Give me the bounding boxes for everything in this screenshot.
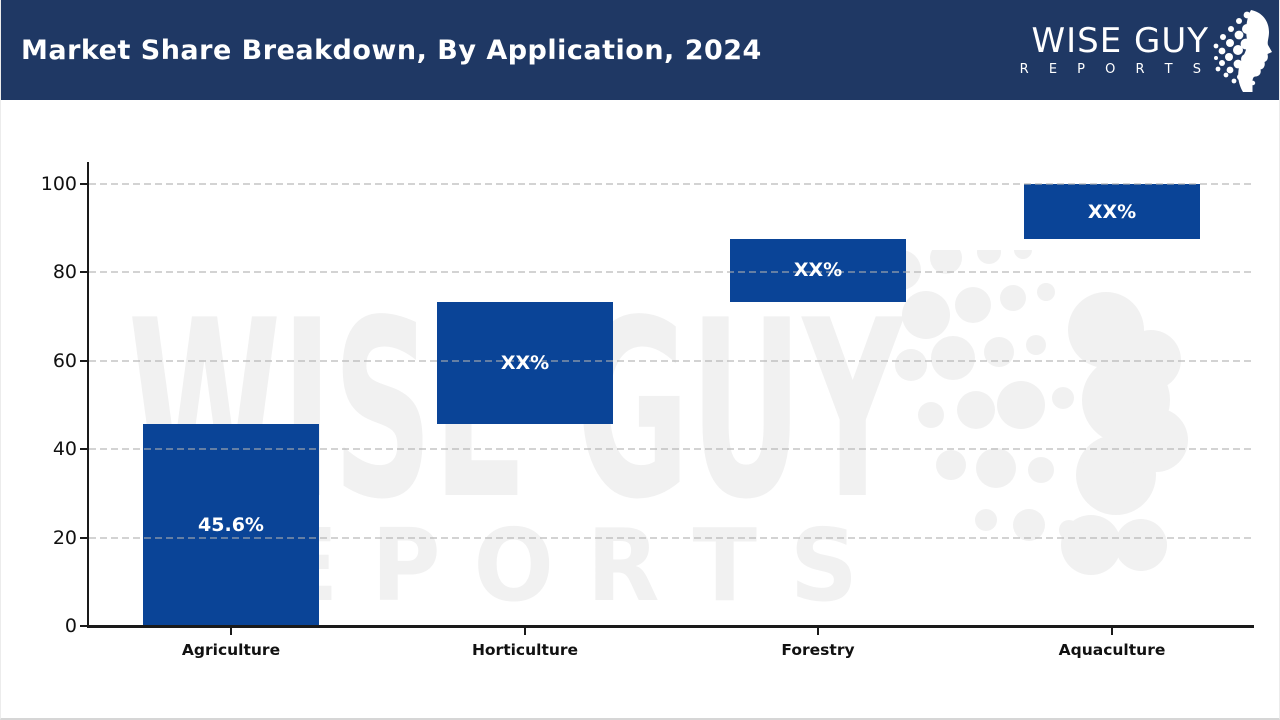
logo-wordmark: WISE GUY [1031,21,1209,61]
gridline-100 [89,183,1254,185]
bar-value-label: 45.6% [198,514,264,537]
bar-horticulture [437,301,613,425]
y-tick-label: 100 [40,173,77,195]
y-tickmark [80,448,89,451]
y-axis-spine [87,162,89,628]
gridline-80 [89,271,1254,274]
bar-aquaculture [1024,184,1200,240]
gridline-20 [89,536,1254,539]
bar-agriculture [143,424,319,626]
x-tick-label-aquaculture: Aquaculture [1058,641,1166,659]
x-tickmark [524,627,526,635]
page-title: Market Share Breakdown, By Application, … [21,34,762,66]
wise-guy-reports-logo: WISE GUY R E P O R T S [1020,6,1273,94]
x-tick-label-horticulture: Horticulture [471,641,579,659]
x-axis-spine [87,625,1254,628]
y-tick-label: 20 [52,526,77,549]
y-tick-label: 0 [64,615,77,637]
bar-value-label: XX% [500,352,550,374]
y-tickmark [80,359,89,362]
x-tick-label-forestry: Forestry [781,641,855,659]
gridline-60 [89,359,1254,362]
logo-head-icon [1213,10,1272,92]
y-tick-label: 80 [52,261,77,284]
header-bar: Market Share Breakdown, By Application, … [1,0,1279,100]
gridline-40 [89,448,1254,451]
logo-subtitle: R E P O R T S [1019,62,1209,77]
bar-forestry [730,239,906,302]
bar-value-label: XX% [793,259,843,282]
bar-value-label: XX% [1087,200,1137,223]
watermark-head-dots [881,250,1188,575]
x-tickmark [817,627,819,635]
y-tick-label: 40 [52,438,77,461]
x-tick-label-agriculture: Agriculture [181,641,281,659]
x-tickmark [230,627,232,635]
y-tickmark [80,625,89,627]
x-tickmark [1111,627,1113,635]
y-tickmark [80,536,89,539]
y-tickmark [80,183,89,185]
y-tick-label: 60 [52,349,77,372]
logo-text: WISE GUY R E P O R T S [1020,24,1209,76]
y-tickmark [80,271,89,274]
